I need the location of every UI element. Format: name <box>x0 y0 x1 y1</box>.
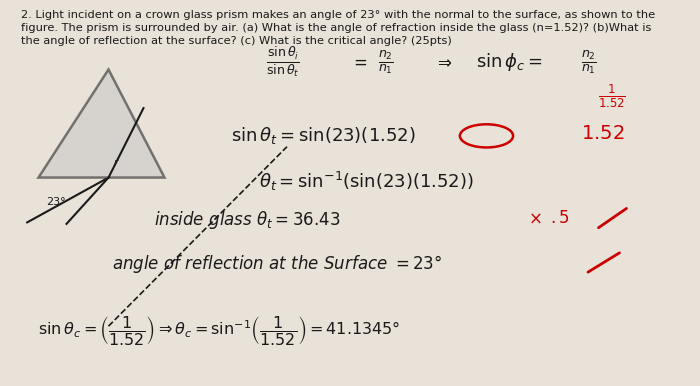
Text: $\frac{n_2}{n_1}$: $\frac{n_2}{n_1}$ <box>378 48 394 76</box>
Text: 23°: 23° <box>46 196 66 207</box>
Text: $1.52$: $1.52$ <box>581 124 624 143</box>
Text: $\frac{1}{1.52}$: $\frac{1}{1.52}$ <box>598 83 626 110</box>
Text: $\sin\phi_c =$: $\sin\phi_c =$ <box>476 51 542 73</box>
Text: $\sin\theta_t = \sin(23)(1.52)$: $\sin\theta_t = \sin(23)(1.52)$ <box>231 125 416 146</box>
Text: angle of reflection at the Surface $= 23°$: angle of reflection at the Surface $= 23… <box>112 254 442 275</box>
Text: $\times$: $\times$ <box>528 209 542 227</box>
Text: 2. Light incident on a crown glass prism makes an angle of 23° with the normal t: 2. Light incident on a crown glass prism… <box>21 10 655 46</box>
Text: $.5$: $.5$ <box>550 209 569 227</box>
Text: $\sin\theta_c = \left(\dfrac{1}{1.52}\right) \Rightarrow \theta_c = \sin^{-1}\!\: $\sin\theta_c = \left(\dfrac{1}{1.52}\ri… <box>38 313 401 347</box>
Text: inside glass $\theta_t = 36.43$: inside glass $\theta_t = 36.43$ <box>154 209 340 231</box>
Text: r: r <box>113 158 118 168</box>
Text: $\theta_t = \sin^{-1}\!\left(\sin(23)(1.52)\right)$: $\theta_t = \sin^{-1}\!\left(\sin(23)(1.… <box>259 170 474 193</box>
Text: $=$: $=$ <box>350 53 368 71</box>
Text: $\Rightarrow$: $\Rightarrow$ <box>434 53 452 71</box>
Text: $\frac{n_2}{n_1}$: $\frac{n_2}{n_1}$ <box>581 48 597 76</box>
Text: $\frac{\sin\theta_i}{\sin\theta_t}$: $\frac{\sin\theta_i}{\sin\theta_t}$ <box>266 45 300 79</box>
Polygon shape <box>38 69 164 178</box>
